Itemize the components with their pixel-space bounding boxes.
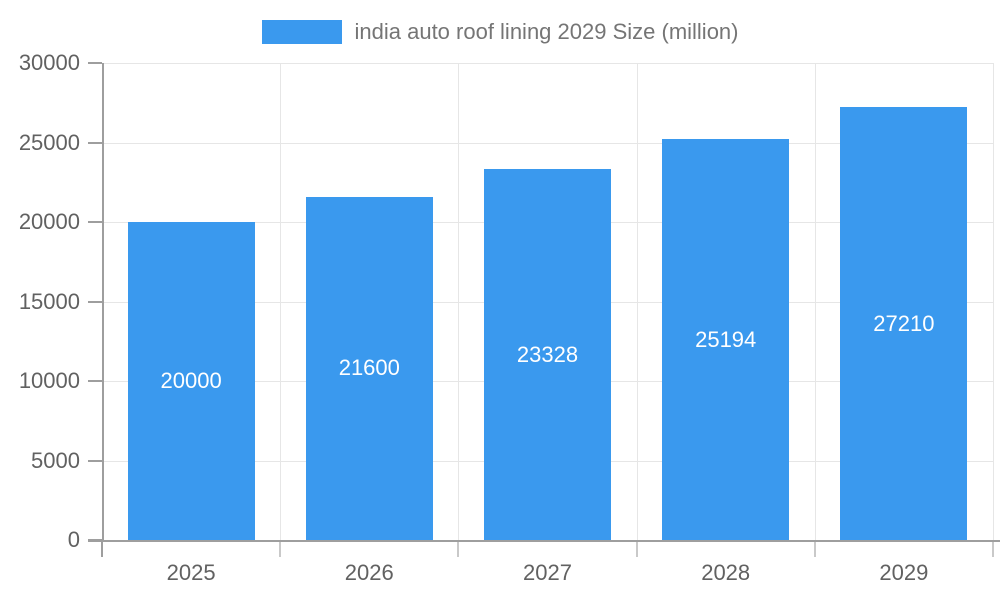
bar[interactable]: 23328 [484, 169, 611, 540]
y-axis-tick [88, 62, 102, 64]
y-axis-tick [88, 380, 102, 382]
y-axis-tick [88, 459, 102, 462]
y-gridline [102, 63, 993, 64]
y-axis-tick-label: 20000 [18, 209, 80, 234]
y-axis-tick-label: 5000 [31, 447, 80, 473]
y-axis-tick-label: 10000 [18, 368, 80, 393]
x-axis-line [88, 540, 1000, 542]
x-gridline [458, 63, 460, 540]
bar-value-label: 20000 [160, 368, 222, 393]
x-axis-category-label: 2027 [523, 560, 572, 585]
bar-value-label: 23328 [516, 341, 579, 367]
y-axis-tick [88, 221, 102, 223]
y-axis-tick [88, 300, 102, 303]
y-axis-tick-label: 25000 [18, 129, 80, 155]
bar[interactable]: 20000 [127, 222, 255, 540]
y-axis-line [102, 63, 104, 542]
x-gridline [993, 63, 994, 540]
y-axis-tick [88, 141, 102, 144]
legend-swatch-icon [261, 20, 342, 44]
bar[interactable]: 27210 [840, 107, 968, 540]
y-gridline [102, 142, 993, 144]
x-axis-tick [279, 542, 282, 557]
y-axis-tick-label: 0 [67, 527, 80, 552]
x-axis-tick [101, 542, 103, 557]
x-axis-tick [457, 542, 460, 557]
x-gridline [814, 63, 816, 540]
bar-value-label: 27210 [873, 310, 935, 336]
bar[interactable]: 21600 [305, 196, 433, 540]
bar[interactable]: 25194 [662, 139, 790, 540]
x-gridline [280, 63, 282, 540]
x-axis-category-label: 2026 [344, 560, 394, 585]
y-axis-tick-label: 30000 [18, 50, 80, 75]
bar-value-label: 21600 [338, 355, 400, 381]
x-axis-category-label: 2025 [166, 560, 216, 585]
x-axis-category-label: 2029 [879, 560, 929, 585]
x-gridline [636, 63, 638, 540]
x-axis-tick [992, 542, 994, 557]
x-axis-category-label: 2028 [701, 560, 751, 585]
legend-label: india auto roof lining 2029 Size (millio… [354, 19, 739, 44]
x-axis-tick [813, 542, 816, 557]
x-axis-tick [635, 542, 638, 557]
legend[interactable]: india auto roof lining 2029 Size (millio… [0, 19, 1000, 45]
y-axis-tick-label: 15000 [18, 288, 80, 314]
bar-value-label: 25194 [695, 326, 757, 352]
